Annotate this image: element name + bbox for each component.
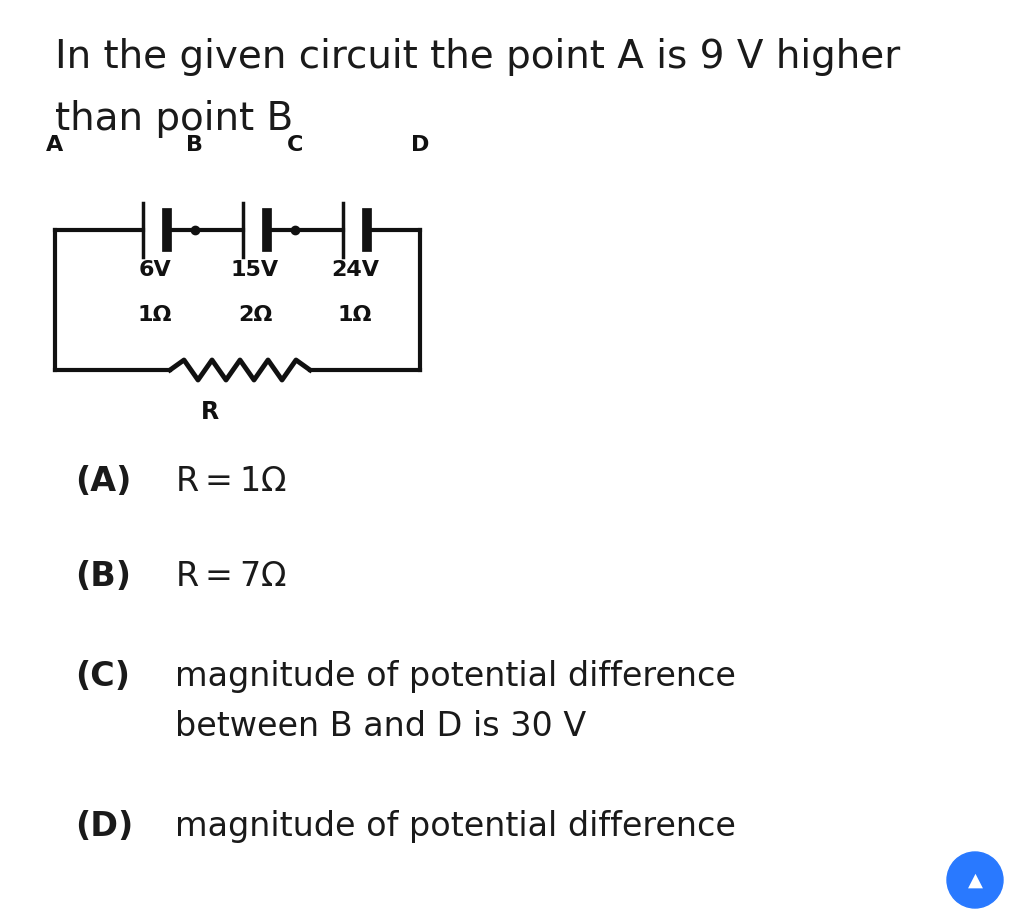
Text: D: D bbox=[411, 135, 429, 155]
Text: 1Ω: 1Ω bbox=[138, 305, 172, 325]
Text: (A): (A) bbox=[75, 465, 131, 498]
Text: 6V: 6V bbox=[138, 260, 171, 280]
Text: 24V: 24V bbox=[331, 260, 379, 280]
Text: $\mathrm{R} = 1\Omega$: $\mathrm{R} = 1\Omega$ bbox=[175, 465, 287, 498]
Text: magnitude of potential difference: magnitude of potential difference bbox=[175, 810, 736, 843]
Text: C: C bbox=[287, 135, 303, 155]
Text: 2Ω: 2Ω bbox=[238, 305, 272, 325]
Text: (D): (D) bbox=[75, 810, 133, 843]
Text: R: R bbox=[201, 400, 219, 424]
Text: A: A bbox=[46, 135, 63, 155]
Text: (B): (B) bbox=[75, 560, 131, 593]
Text: ▲: ▲ bbox=[968, 870, 982, 889]
Text: (C): (C) bbox=[75, 660, 130, 693]
Text: magnitude of potential difference: magnitude of potential difference bbox=[175, 660, 736, 693]
Text: B: B bbox=[186, 135, 204, 155]
Text: 15V: 15V bbox=[231, 260, 280, 280]
Text: In the given circuit the point A is 9 V higher: In the given circuit the point A is 9 V … bbox=[55, 38, 900, 76]
Text: $\mathrm{R} = 7\Omega$: $\mathrm{R} = 7\Omega$ bbox=[175, 560, 287, 593]
Text: between B and D is 30 V: between B and D is 30 V bbox=[175, 710, 587, 743]
Circle shape bbox=[947, 852, 1002, 908]
Text: than point B: than point B bbox=[55, 100, 293, 138]
Text: 1Ω: 1Ω bbox=[338, 305, 373, 325]
